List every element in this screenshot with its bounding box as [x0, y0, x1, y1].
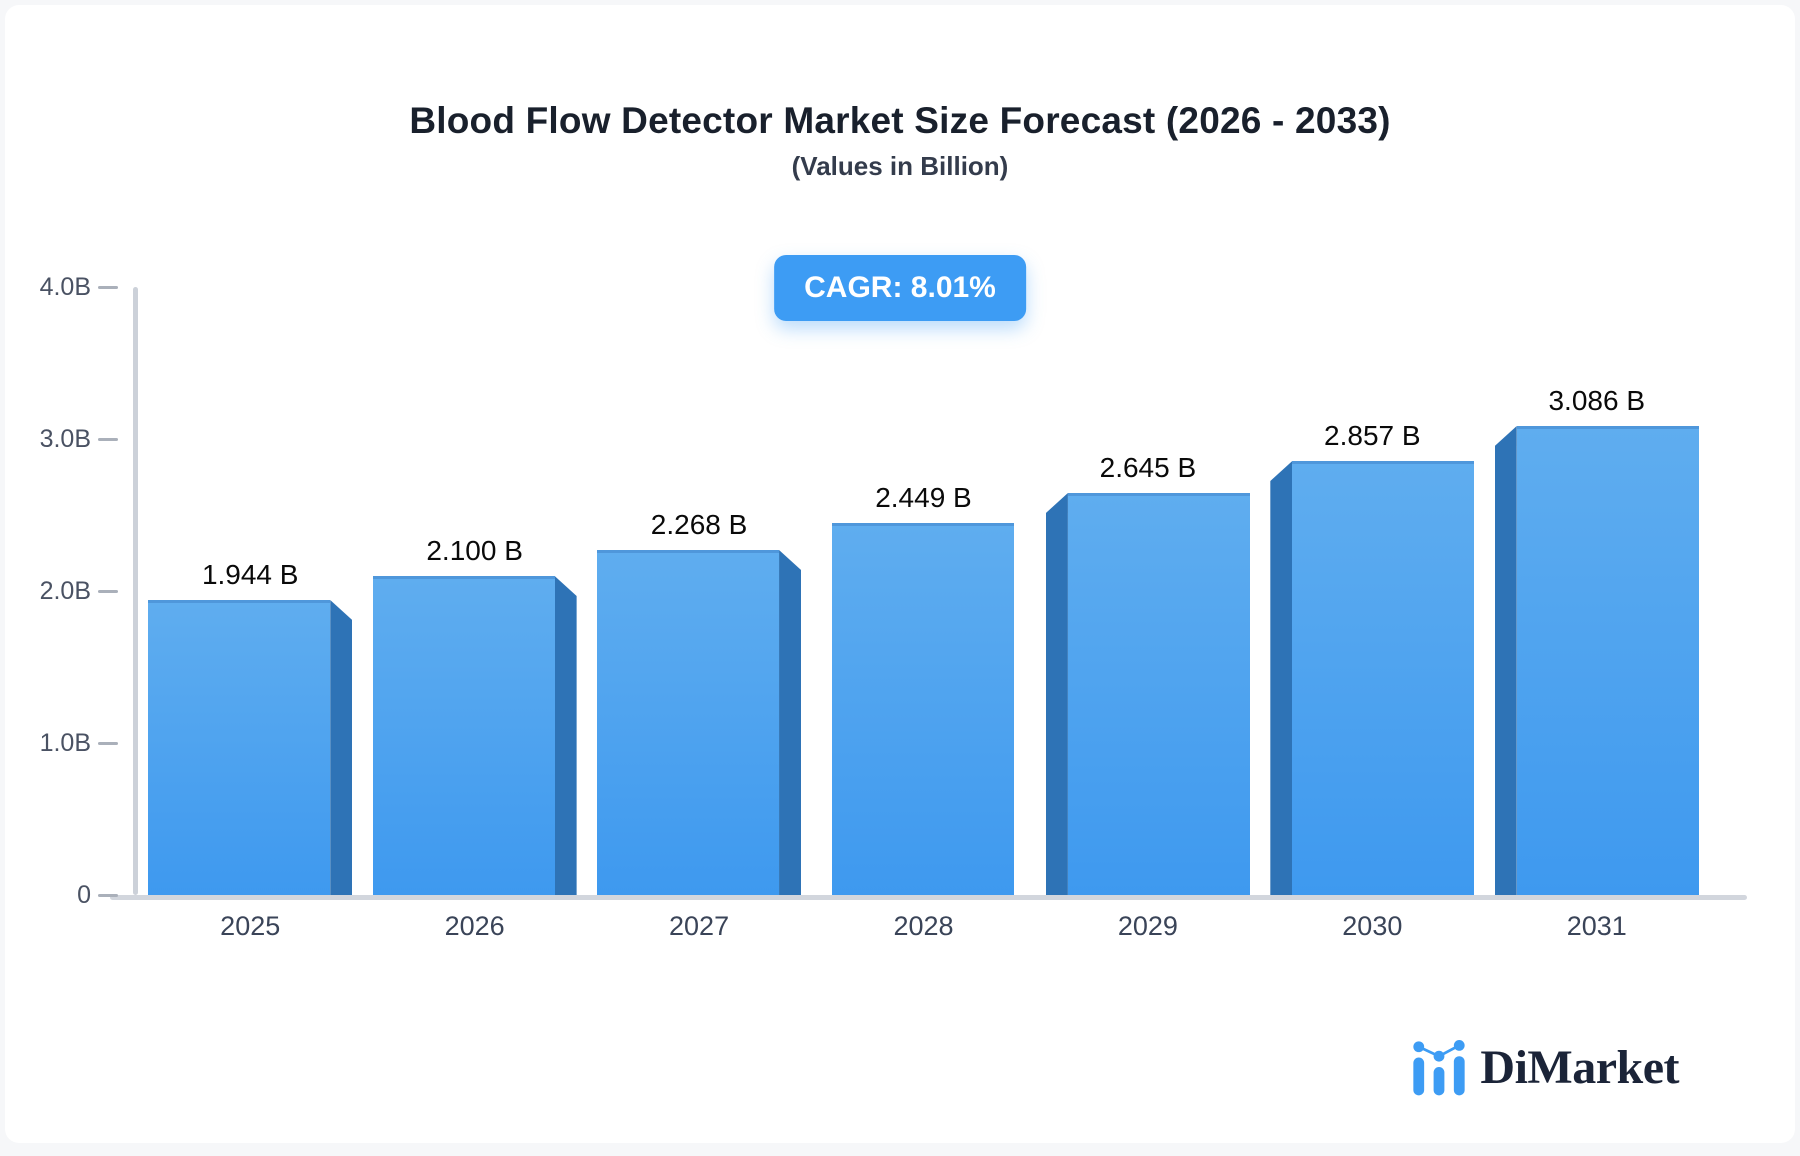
bar-group: 2.449 B 2028: [811, 287, 1035, 941]
x-axis-line: [110, 895, 1747, 900]
bar-face: [1292, 461, 1475, 895]
bar-side-3d: [1270, 461, 1293, 895]
chart-card: Blood Flow Detector Market Size Forecast…: [5, 5, 1795, 1143]
bar-group: 2.857 B 2030: [1260, 287, 1484, 941]
y-axis-line: [133, 287, 138, 895]
bar-value-label: 2.449 B: [875, 482, 972, 513]
plot-area: 1.944 B 2025 2.100 B 2026 2.268 B 2027 2.449 B…: [40, 273, 1747, 941]
dimarket-logo: DiMarket: [1412, 1037, 1679, 1097]
y-axis-tick-dash: [98, 437, 118, 441]
bar: [148, 600, 353, 895]
bar-face: [1067, 493, 1250, 895]
y-axis-tick-dash: [98, 893, 118, 897]
y-axis-tick-dash: [98, 589, 118, 593]
cagr-badge: CAGR: 8.01%: [774, 255, 1026, 321]
bar-face: [1516, 426, 1699, 895]
bar-group: 2.268 B 2027: [587, 287, 811, 941]
bar-value-label: 2.645 B: [1099, 452, 1197, 483]
x-axis-label: 2030: [1342, 911, 1403, 941]
bar: [372, 576, 577, 895]
bar: [597, 550, 802, 895]
bar-side-3d: [1045, 493, 1068, 895]
y-axis-tick-label: 3.0B: [39, 425, 91, 453]
bar-group: 2.100 B 2026: [362, 287, 586, 941]
x-axis-label: 2026: [444, 911, 505, 941]
bar: [821, 523, 1025, 895]
bar-value-label: 2.268 B: [650, 509, 748, 540]
bar-face: [148, 600, 331, 895]
bar-value-label: 1.944 B: [201, 559, 299, 590]
y-axis-tick-dash: [98, 285, 118, 289]
x-axis-label: 2027: [669, 911, 730, 941]
bar-face: [372, 576, 555, 895]
bar-side-3d: [330, 600, 353, 895]
bar-face: [832, 523, 1015, 895]
chart-title: Blood Flow Detector Market Size Forecast…: [409, 100, 1391, 141]
bar-side-3d: [779, 550, 802, 895]
y-axis-tick-label: 0: [77, 881, 91, 909]
bar-value-label: 2.857 B: [1324, 420, 1421, 451]
bar-group: 1.944 B 2025: [138, 287, 362, 941]
x-axis-label: 2028: [893, 911, 954, 941]
y-axis-tick-dash: [98, 741, 118, 745]
x-axis-label: 2029: [1117, 911, 1178, 941]
x-axis-label: 2031: [1566, 911, 1627, 941]
bar-face: [597, 550, 780, 895]
y-axis-tick-label: 4.0B: [39, 273, 91, 301]
mini-bar-chart-icon: [1413, 1040, 1466, 1096]
bar-value-label: 2.100 B: [426, 535, 523, 566]
logo-text: DiMarket: [1480, 1040, 1679, 1094]
bar-group: 3.086 B 2031: [1485, 287, 1709, 941]
bar-group: 2.645 B 2029: [1036, 287, 1260, 941]
bar-side-3d: [554, 576, 577, 895]
bar: [1494, 426, 1699, 895]
y-axis-tick-label: 2.0B: [39, 577, 91, 605]
bars-container: 1.944 B 2025 2.100 B 2026 2.268 B 2027 2.449 B…: [138, 287, 1745, 941]
bar: [1270, 461, 1475, 895]
bar-value-label: 3.086 B: [1548, 385, 1645, 416]
bar-side-3d: [1494, 426, 1517, 895]
y-axis-tick-label: 1.0B: [39, 729, 91, 757]
bar: [1045, 493, 1250, 895]
x-axis-label: 2025: [220, 911, 281, 941]
chart-subtitle: (Values in Billion): [791, 151, 1009, 181]
